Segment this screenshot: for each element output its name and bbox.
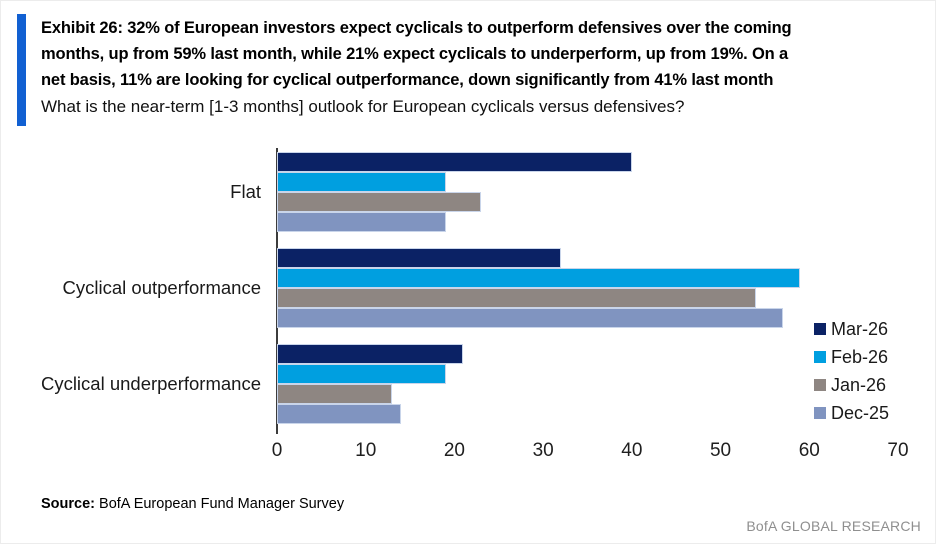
legend-label: Jan-26 (831, 374, 887, 395)
x-tick-label: 30 (532, 440, 554, 461)
x-tick-label: 70 (887, 440, 909, 461)
title-accent-bar (17, 14, 26, 126)
survey-question: What is the near-term [1-3 months] outlo… (41, 97, 685, 116)
exhibit-title-line-1: Exhibit 26: 32% of European investors ex… (41, 19, 792, 37)
legend-swatch-icon (814, 351, 826, 363)
bar-jan-26-1 (277, 288, 756, 308)
legend-item-dec-25: Dec-25 (814, 399, 889, 427)
exhibit-title-line-2: months, up from 59% last month, while 21… (41, 45, 789, 63)
legend-label: Dec-25 (831, 402, 890, 423)
bar-mar-26-2 (277, 344, 463, 364)
legend-swatch-icon (814, 407, 826, 419)
chart-legend: Mar-26 Feb-26 Jan-26 Dec-25 (814, 315, 889, 427)
legend-label: Mar-26 (831, 318, 889, 339)
category-label: Flat (230, 181, 261, 202)
legend-item-mar-26: Mar-26 (814, 315, 889, 343)
category-label: Cyclical outperformance (62, 277, 261, 298)
source-line: Source: BofA European Fund Manager Surve… (41, 496, 344, 512)
x-tick-label: 60 (798, 440, 820, 461)
bar-dec-25-0 (277, 212, 446, 232)
x-tick-label: 0 (271, 440, 283, 461)
category-label: Cyclical underperformance (40, 373, 261, 394)
bar-jan-26-0 (277, 192, 481, 212)
bar-mar-26-1 (277, 248, 561, 268)
bar-dec-25-1 (277, 308, 783, 328)
bofa-global-research-brand: BofA GLOBAL RESEARCH (746, 518, 921, 534)
bar-feb-26-1 (277, 268, 800, 288)
bar-feb-26-2 (277, 364, 446, 384)
x-tick-label: 50 (709, 440, 732, 461)
legend-item-feb-26: Feb-26 (814, 343, 889, 371)
bar-dec-25-2 (277, 404, 401, 424)
x-tick-label: 40 (621, 440, 643, 461)
legend-swatch-icon (814, 323, 826, 335)
legend-item-jan-26: Jan-26 (814, 371, 889, 399)
legend-swatch-icon (814, 379, 826, 391)
legend-label: Feb-26 (831, 346, 889, 367)
x-tick-label: 20 (443, 440, 465, 461)
bar-jan-26-2 (277, 384, 392, 404)
x-tick-label: 10 (355, 440, 377, 461)
exhibit-title-block: Exhibit 26: 32% of European investors ex… (41, 15, 927, 120)
source-text: BofA European Fund Manager Survey (95, 496, 345, 512)
exhibit-title-line-3: net basis, 11% are looking for cyclical … (41, 71, 774, 89)
bar-feb-26-0 (277, 172, 446, 192)
bar-mar-26-0 (277, 152, 632, 172)
source-label: Source: (41, 496, 95, 512)
